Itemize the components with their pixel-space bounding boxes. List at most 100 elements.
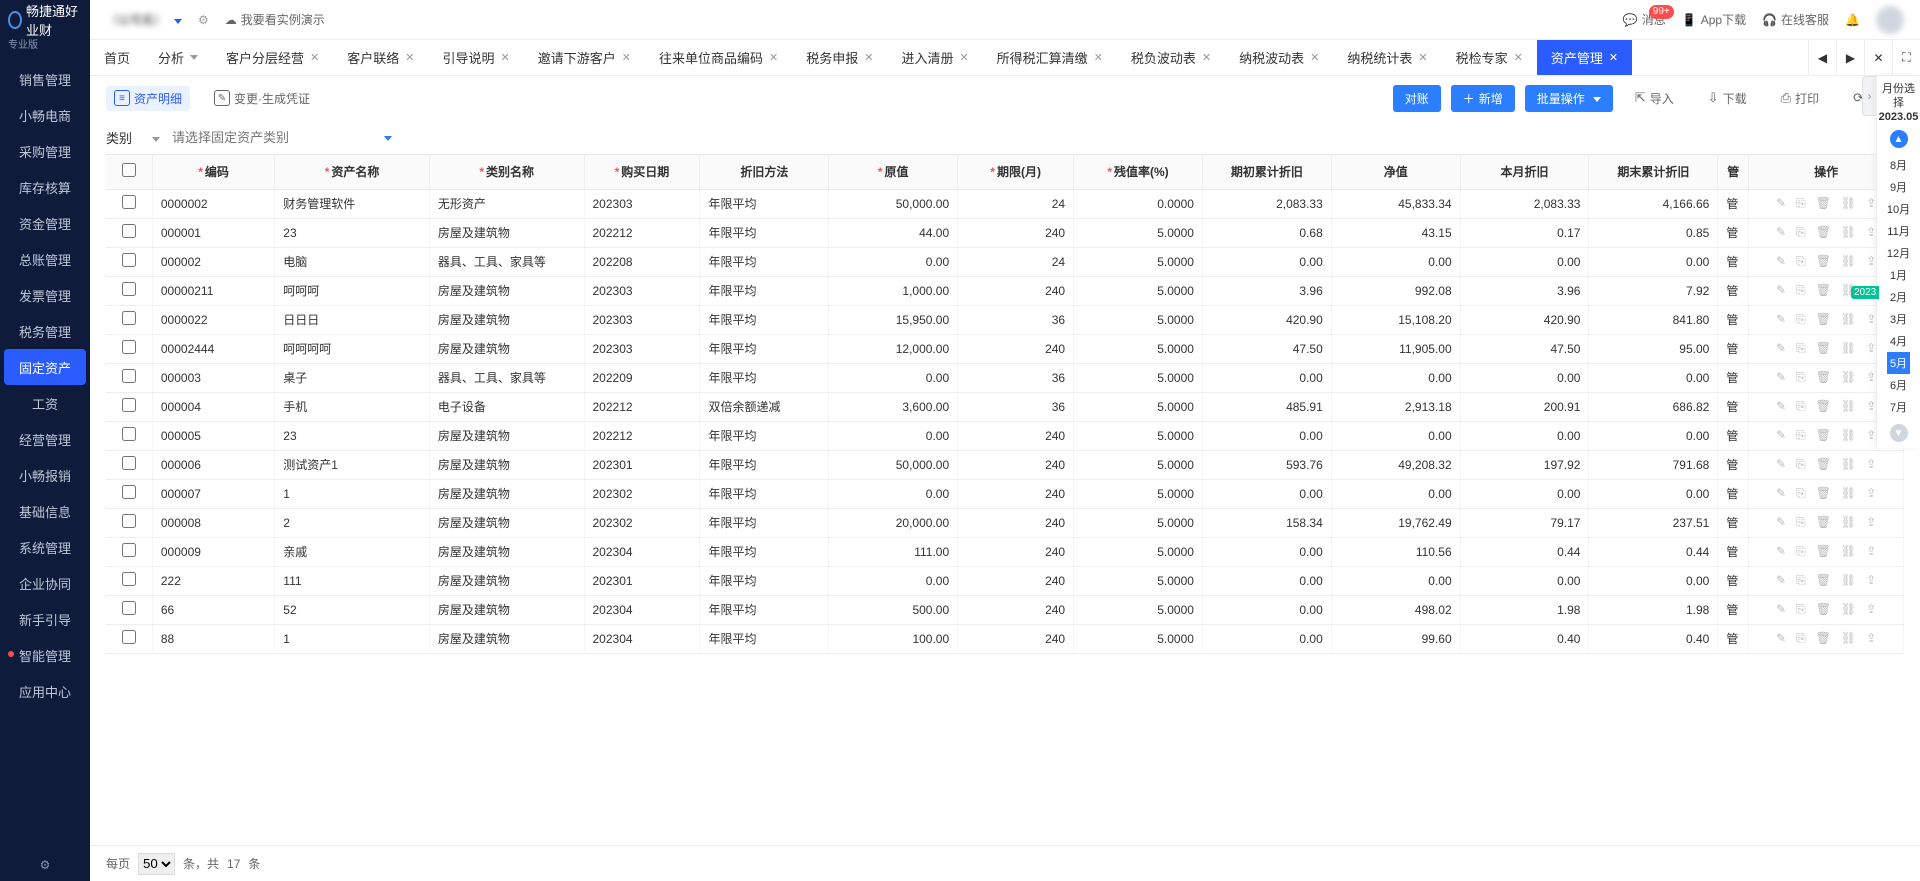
close-icon[interactable]: ✕ <box>1310 51 1319 64</box>
subtab-change-voucher[interactable]: ✎ 变更·生成凭证 <box>206 86 318 111</box>
close-icon[interactable]: ✕ <box>959 51 968 64</box>
table-row[interactable]: 0000071房屋及建筑物202302年限平均0.002405.00000.00… <box>106 479 1904 508</box>
edit-icon[interactable]: ✎ <box>1776 544 1786 559</box>
table-row[interactable]: 000003桌子器具、工具、家具等202209年限平均0.00365.00000… <box>106 363 1904 392</box>
export-icon[interactable]: ⇪ <box>1866 631 1876 646</box>
support-button[interactable]: 🎧 在线客服 <box>1762 11 1829 28</box>
messages-button[interactable]: 💬 消息 99+ <box>1623 11 1666 28</box>
link-icon[interactable]: ⛓ <box>1841 573 1856 588</box>
import-button[interactable]: ⇱导入 <box>1623 85 1686 112</box>
table-row[interactable]: 222111房屋及建筑物202301年限平均0.002405.00000.000… <box>106 566 1904 595</box>
row-checkbox[interactable] <box>122 456 136 470</box>
edit-icon[interactable]: ✎ <box>1776 312 1786 327</box>
tab-scroll-right-button[interactable]: ▶ <box>1836 40 1864 75</box>
month-option[interactable]: 5月 <box>1887 352 1910 374</box>
table-row[interactable]: 00000211呵呵呵房屋及建筑物202303年限平均1,000.002405.… <box>106 276 1904 305</box>
delete-icon[interactable]: 🗑 <box>1816 428 1831 443</box>
row-checkbox[interactable] <box>122 543 136 557</box>
column-header[interactable]: *购买日期 <box>584 155 700 189</box>
row-checkbox[interactable] <box>122 572 136 586</box>
export-icon[interactable]: ⇪ <box>1866 225 1876 240</box>
tab[interactable]: 客户联络✕ <box>333 40 428 75</box>
delete-icon[interactable]: 🗑 <box>1816 283 1831 298</box>
user-avatar[interactable] <box>1876 6 1904 34</box>
reconcile-button[interactable]: 对账 <box>1393 85 1441 112</box>
sidebar-item[interactable]: 基础信息 <box>0 493 90 529</box>
edit-icon[interactable]: ✎ <box>1776 486 1786 501</box>
row-checkbox[interactable] <box>122 398 136 412</box>
close-icon[interactable]: ✕ <box>405 51 414 64</box>
sidebar-item[interactable]: 新手引导 <box>0 601 90 637</box>
table-row[interactable]: 000006测试资产1房屋及建筑物202301年限平均50,000.002405… <box>106 450 1904 479</box>
export-icon[interactable]: ⇪ <box>1866 312 1876 327</box>
tab[interactable]: 所得税汇算清缴✕ <box>983 40 1117 75</box>
sidebar-item[interactable]: 企业协同 <box>0 565 90 601</box>
edit-icon[interactable]: ✎ <box>1776 225 1786 240</box>
sidebar-item[interactable]: 工资 <box>0 385 90 421</box>
month-option[interactable]: 6月 <box>1887 374 1910 396</box>
close-icon[interactable]: ✕ <box>1514 51 1523 64</box>
row-checkbox[interactable] <box>122 369 136 383</box>
edit-icon[interactable]: ✎ <box>1776 399 1786 414</box>
table-row[interactable]: 000002电脑器具、工具、家具等202208年限平均0.00245.00000… <box>106 247 1904 276</box>
row-checkbox[interactable] <box>122 311 136 325</box>
copy-icon[interactable]: ⎘ <box>1796 457 1806 472</box>
table-row[interactable]: 0000082房屋及建筑物202302年限平均20,000.002405.000… <box>106 508 1904 537</box>
delete-icon[interactable]: 🗑 <box>1816 225 1831 240</box>
tab[interactable]: 邀请下游客户✕ <box>524 40 645 75</box>
sidebar-item[interactable]: 智能管理 <box>0 637 90 673</box>
sidebar-item[interactable]: 应用中心 <box>0 673 90 709</box>
copy-icon[interactable]: ⎘ <box>1796 544 1806 559</box>
close-icon[interactable]: ✕ <box>501 51 510 64</box>
edit-icon[interactable]: ✎ <box>1776 370 1786 385</box>
row-checkbox[interactable] <box>122 485 136 499</box>
close-icon[interactable]: ✕ <box>1094 51 1103 64</box>
column-header[interactable]: 本月折旧 <box>1460 155 1589 189</box>
link-icon[interactable]: ⛓ <box>1841 254 1856 269</box>
column-header[interactable]: 期初累计折旧 <box>1202 155 1331 189</box>
delete-icon[interactable]: 🗑 <box>1816 544 1831 559</box>
table-row[interactable]: 6652房屋及建筑物202304年限平均500.002405.00000.004… <box>106 595 1904 624</box>
sidebar-item[interactable]: 小畅报销 <box>0 457 90 493</box>
sidebar-item[interactable]: 库存核算 <box>0 169 90 205</box>
link-icon[interactable]: ⛓ <box>1841 486 1856 501</box>
tab[interactable]: 纳税波动表✕ <box>1225 40 1333 75</box>
copy-icon[interactable]: ⎘ <box>1796 370 1806 385</box>
month-option[interactable]: 9月 <box>1887 176 1910 198</box>
tab[interactable]: 纳税统计表✕ <box>1333 40 1441 75</box>
link-icon[interactable]: ⛓ <box>1841 399 1856 414</box>
delete-icon[interactable]: 🗑 <box>1816 399 1831 414</box>
copy-icon[interactable]: ⎘ <box>1796 196 1806 211</box>
tab[interactable]: 资产管理✕ <box>1537 40 1632 75</box>
delete-icon[interactable]: 🗑 <box>1816 515 1831 530</box>
link-icon[interactable]: ⛓ <box>1841 341 1856 356</box>
app-download-button[interactable]: 📱 App下载 <box>1682 11 1746 28</box>
close-icon[interactable]: ✕ <box>769 51 778 64</box>
table-row[interactable]: 000009亲戚房屋及建筑物202304年限平均111.002405.00000… <box>106 537 1904 566</box>
column-header[interactable]: 管 <box>1718 155 1749 189</box>
month-option[interactable]: 10月 <box>1887 198 1910 220</box>
tab[interactable]: 税负波动表✕ <box>1117 40 1225 75</box>
month-prev-button[interactable]: ▲ <box>1890 130 1908 148</box>
sidebar-item[interactable]: 经营管理 <box>0 421 90 457</box>
tab[interactable]: 税务申报✕ <box>792 40 887 75</box>
month-option[interactable]: 3月 <box>1887 308 1910 330</box>
settings-gear-icon[interactable]: ⚙ <box>0 849 90 881</box>
link-icon[interactable]: ⛓ <box>1841 515 1856 530</box>
export-icon[interactable]: ⇪ <box>1866 196 1876 211</box>
edit-icon[interactable]: ✎ <box>1776 341 1786 356</box>
column-header[interactable]: *类别名称 <box>429 155 584 189</box>
export-icon[interactable]: ⇪ <box>1866 341 1876 356</box>
month-option[interactable]: 11月 <box>1887 220 1910 242</box>
month-option[interactable]: 12月 <box>1887 242 1910 264</box>
company-selector[interactable]: （公司名） <box>106 11 182 28</box>
sidebar-item[interactable]: 总账管理 <box>0 241 90 277</box>
delete-icon[interactable]: 🗑 <box>1816 341 1831 356</box>
row-checkbox[interactable] <box>122 427 136 441</box>
column-header[interactable]: *残值率(%) <box>1074 155 1203 189</box>
column-header[interactable]: *原值 <box>829 155 958 189</box>
table-row[interactable]: 881房屋及建筑物202304年限平均100.002405.00000.0099… <box>106 624 1904 653</box>
copy-icon[interactable]: ⎘ <box>1796 254 1806 269</box>
export-icon[interactable]: ⇪ <box>1866 457 1876 472</box>
link-icon[interactable]: ⛓ <box>1841 370 1856 385</box>
